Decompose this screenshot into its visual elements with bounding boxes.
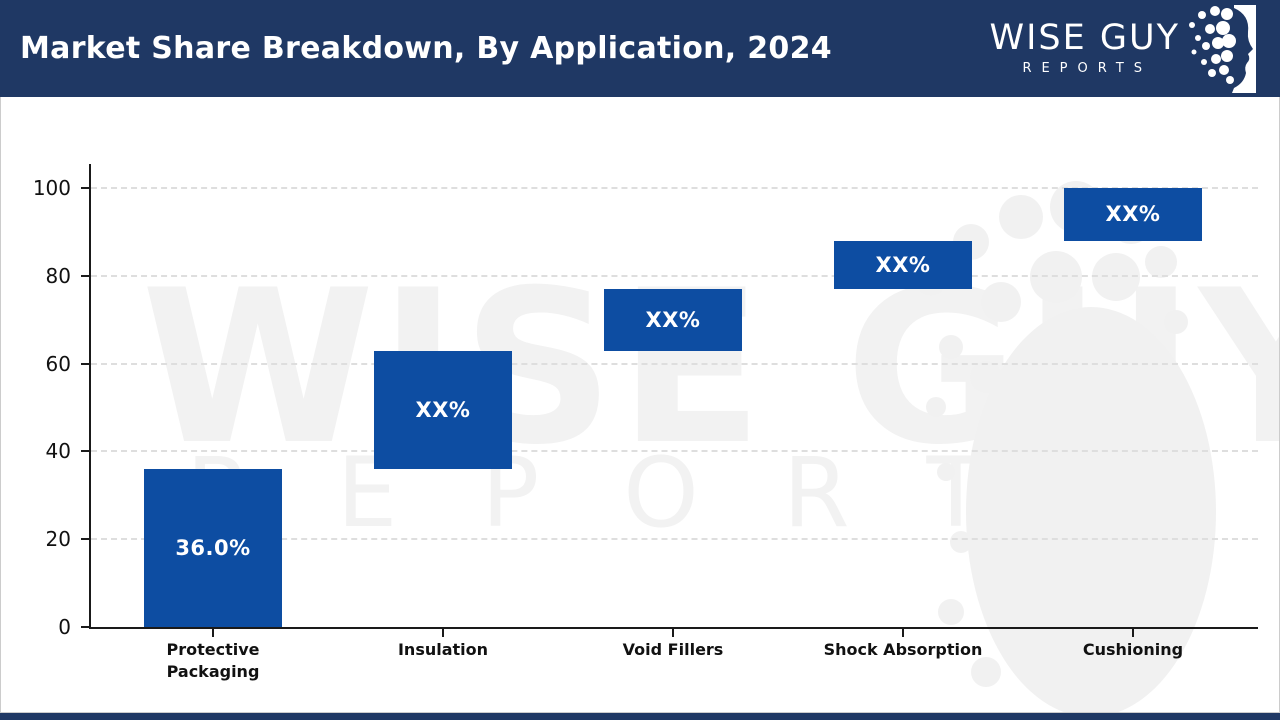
y-tick-label: 20 [45,527,71,552]
wise-guy-logo: WISE GUY REPORTS [989,4,1256,93]
footer-bar [0,713,1280,720]
y-axis-tick [81,274,89,277]
y-tick-label: 0 [58,615,71,639]
logo-head-icon [1189,4,1256,93]
gridline-40 [91,450,1258,453]
x-tick-label: Void Fillers [622,640,724,659]
y-tick-label: 80 [45,263,71,288]
y-tick-label: 40 [45,439,71,464]
y-tick-label: 100 [32,176,71,201]
chart-card: WISE GUY REPORTS 0 20 40 60 80 100 36.0% Protec… [0,97,1280,713]
bar-segment: XX% [834,240,972,290]
bar-value-label: XX% [645,307,701,332]
bar-segment: 36.0% [144,469,282,627]
y-axis-tick [81,538,89,541]
bar-value-label: XX% [415,397,471,422]
gridline-80 [91,274,1258,277]
y-tick-label: 60 [45,351,71,376]
x-axis-tick [1132,629,1134,637]
x-axis-tick [672,629,674,637]
gridline-60 [91,362,1258,365]
bar-segment: XX% [1064,188,1202,241]
y-axis-tick [81,626,89,628]
x-axis-tick [212,629,214,637]
page-title: Market Share Breakdown, By Application, … [20,31,832,66]
bar-value-label: XX% [1105,202,1161,227]
y-axis-tick [81,362,89,365]
x-axis-tick [901,629,904,637]
header-bar: Market Share Breakdown, By Application, … [0,0,1280,97]
x-axis-tick [442,629,444,637]
y-axis-tick [81,450,89,453]
x-tick-label: Shock Absorption [823,640,983,659]
bar-segment: XX% [374,350,512,470]
bar-value-label: 36.0% [175,536,251,560]
x-tick-label: Insulation [397,640,489,659]
x-tick-label: Protective Packaging [166,640,260,681]
logo-wordmark: WISE GUY REPORTS [989,18,1180,77]
plot-area: 0 20 40 60 80 100 36.0% Protective Packaging XX%… [33,164,1258,681]
y-axis-tick [81,187,89,190]
gridline-100 [91,187,1258,190]
bar-value-label: XX% [875,252,931,277]
logo-wordmark-line1: WISE GUY [989,18,1180,58]
bar-segment: XX% [604,289,742,351]
gridline-20 [91,538,1258,541]
logo-wordmark-line2: REPORTS [1022,61,1153,76]
x-tick-label: Cushioning [1082,640,1184,659]
